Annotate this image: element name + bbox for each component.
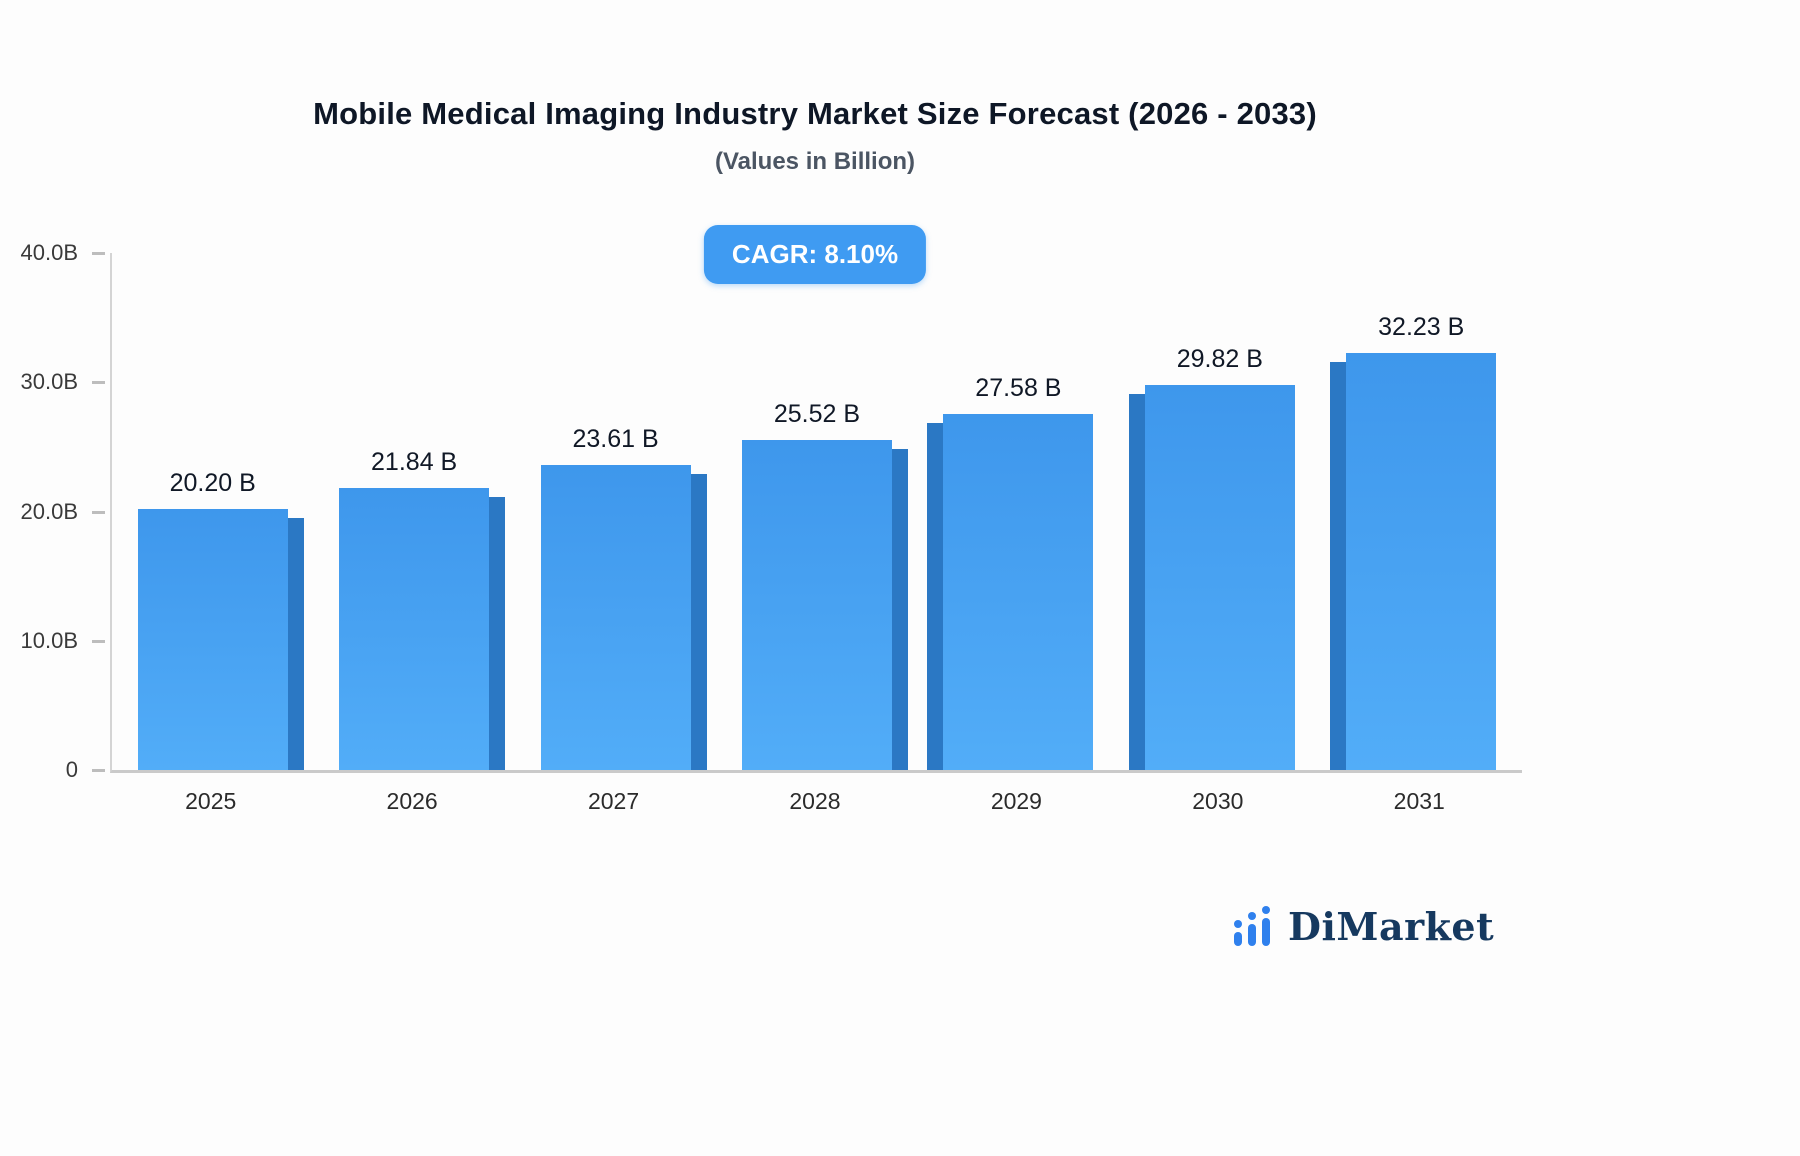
bar-2027: 23.61 B xyxy=(540,425,707,770)
y-tick-label: 20.0B xyxy=(20,498,79,524)
bar-slot: 21.84 B xyxy=(313,253,514,770)
bar-2028: 25.52 B xyxy=(741,400,908,770)
y-tick-label: 30.0B xyxy=(20,369,79,395)
bar-2025: 20.20 B xyxy=(137,469,304,770)
y-tick-label: 0 xyxy=(65,757,78,782)
x-axis-labels: 2025 2026 2027 2028 2029 2030 2031 xyxy=(110,788,1520,815)
y-axis-labels: 40.0B 30.0B 20.0B 10.0B 0 xyxy=(0,240,79,782)
bar-3d-side xyxy=(1330,362,1347,770)
bar-face xyxy=(741,440,892,770)
y-tick-mark xyxy=(92,381,105,385)
bar-face xyxy=(137,508,288,770)
bar-slot: 27.58 B xyxy=(918,253,1119,770)
bar-slot: 23.61 B xyxy=(515,253,716,770)
y-tick-label: 40.0B xyxy=(20,240,79,265)
bar-3d-side xyxy=(690,473,707,770)
bar-value-label: 29.82 B xyxy=(1176,344,1263,373)
bar-value-label: 25.52 B xyxy=(773,400,861,429)
x-tick-label: 2025 xyxy=(185,788,237,814)
x-tick-label: 2026 xyxy=(386,788,438,814)
bar-3d-side xyxy=(1128,393,1145,770)
bar-3d-side xyxy=(287,517,304,770)
bar-value-label: 21.84 B xyxy=(371,447,458,476)
bar-2026: 21.84 B xyxy=(339,448,506,770)
bar-slot: 20.20 B xyxy=(112,253,313,770)
brand-logo: DiMarket xyxy=(1228,902,1494,950)
bar-face xyxy=(339,487,490,770)
bar-2030: 29.82 B xyxy=(1128,345,1295,770)
chart-stage: Mobile Medical Imaging Industry Market S… xyxy=(0,96,1522,815)
bar-3d-side xyxy=(489,496,506,770)
cagr-badge: CAGR: 8.10% xyxy=(703,225,927,284)
y-tick-mark xyxy=(92,510,105,514)
chart-title: Mobile Medical Imaging Industry Market S… xyxy=(313,96,1317,131)
bar-face xyxy=(1144,384,1295,770)
y-tick-mark xyxy=(92,252,105,255)
bar-slot: 29.82 B xyxy=(1119,253,1320,770)
y-tick-mark xyxy=(92,639,105,643)
x-tick-label: 2027 xyxy=(587,788,640,814)
bar-2029: 27.58 B xyxy=(927,374,1094,770)
bar-value-label: 20.20 B xyxy=(169,468,256,497)
x-tick-label: 2031 xyxy=(1393,788,1445,814)
bar-3d-side xyxy=(927,422,944,770)
mini-bar-chart-icon xyxy=(1228,902,1276,950)
bar-face xyxy=(1346,353,1497,770)
x-tick-label: 2028 xyxy=(789,788,841,814)
bar-value-label: 23.61 B xyxy=(572,424,659,453)
bar-face xyxy=(540,464,691,770)
y-tick-mark xyxy=(92,769,105,772)
bar-value-label: 32.23 B xyxy=(1378,313,1465,342)
bar-3d-side xyxy=(891,449,908,770)
bar-2031: 32.23 B xyxy=(1330,313,1497,770)
bar-face xyxy=(943,413,1094,770)
bar-slot: 25.52 B xyxy=(716,253,917,770)
plot-area: 20.20 B 21.84 B 23.61 B 25.52 B 27.58 B 29.82… xyxy=(92,252,1522,773)
x-tick-label: 2030 xyxy=(1192,788,1244,814)
y-tick-label: 10.0B xyxy=(20,627,79,653)
bar-slot: 32.23 B xyxy=(1321,253,1522,770)
brand-logo-text: DiMarket xyxy=(1288,903,1495,949)
chart-subtitle: (Values in Billion) xyxy=(714,148,916,175)
bar-value-label: 27.58 B xyxy=(975,373,1062,402)
x-tick-label: 2029 xyxy=(990,788,1042,814)
